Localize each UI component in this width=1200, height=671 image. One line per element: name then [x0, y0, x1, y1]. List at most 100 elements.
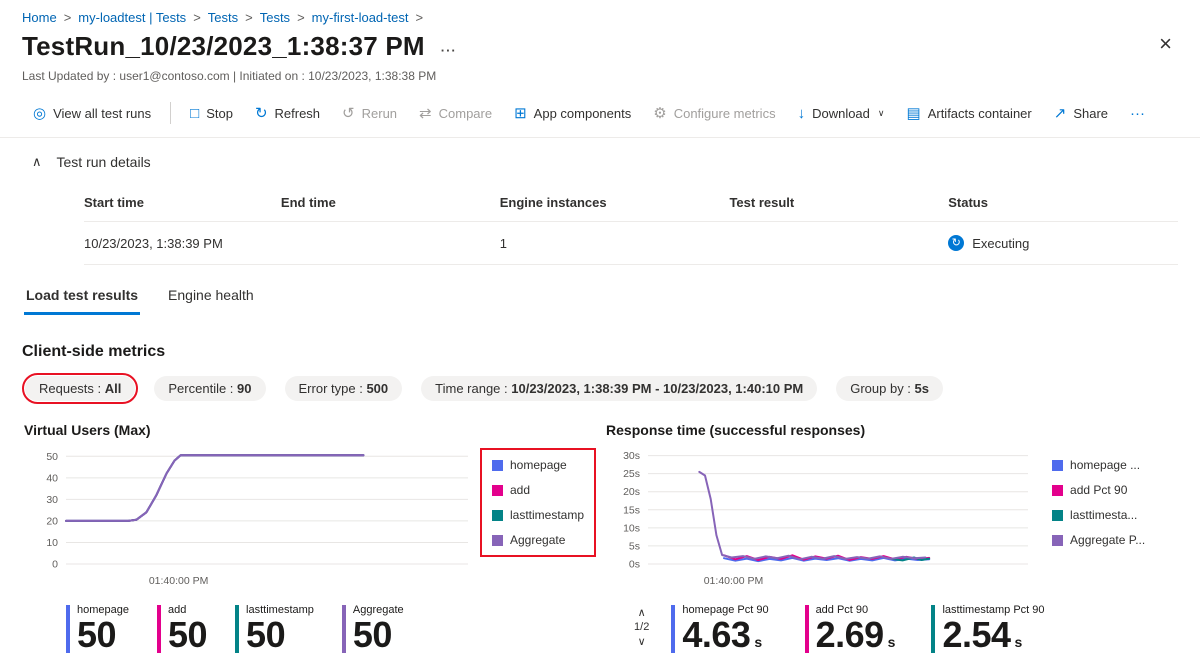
legend-swatch-icon: [492, 484, 503, 496]
stat-unit: s: [1014, 634, 1023, 650]
toolbar-item-label: App components: [533, 105, 632, 121]
legend-label: add Pct 90: [1070, 483, 1128, 497]
filter-pill-body: Time range : 10/23/2023, 1:38:39 PM - 10…: [421, 376, 818, 401]
svg-text:15s: 15s: [623, 504, 640, 516]
breadcrumb-item-tests[interactable]: Tests: [259, 10, 291, 25]
column-header-start-time: Start time: [84, 195, 144, 210]
toolbar-app-components-button[interactable]: ⊞ App components: [503, 100, 642, 127]
download-icon: ↓: [797, 104, 806, 122]
legend-item-add[interactable]: add: [492, 483, 584, 497]
column-header-engine-instances: Engine instances: [499, 195, 607, 210]
stat-color-bar: [157, 605, 161, 653]
pager-label: 1/2: [634, 621, 650, 634]
stat-homepage-pct-90: homepage Pct 90 4.63 s: [671, 604, 769, 655]
toolbar-refresh-button[interactable]: ↻ Refresh: [244, 100, 331, 127]
filter-pill-group-by[interactable]: Group by : 5s: [833, 373, 946, 404]
table-row[interactable]: 10/23/2023, 1:38:39 PM 1 ↻ Executing: [84, 222, 1178, 265]
breadcrumb-item-my-first-load-test[interactable]: my-first-load-test: [311, 10, 409, 25]
toolbar-item-label: View all test runs: [53, 105, 152, 121]
toolbar-view-all-test-runs-button[interactable]: ◎ View all test runs: [22, 100, 162, 127]
stat-value: 2.54 s: [942, 614, 1023, 655]
filter-value: 5s: [914, 381, 929, 396]
column-header-status: Status: [948, 195, 988, 210]
svg-text:01:40:00 PM: 01:40:00 PM: [149, 575, 209, 587]
virtual-users-chart-block: Virtual Users (Max) 0 10 20 30 40 50 01:40:00 …: [22, 422, 597, 655]
chevron-down-icon[interactable]: ∨: [637, 635, 646, 648]
filter-label: Requests :: [39, 381, 105, 396]
filter-pill-percentile[interactable]: Percentile : 90: [151, 373, 268, 404]
test-run-details-table: Start time End time Engine instances Test r…: [84, 184, 1178, 265]
stat-lasttimestamp-pct-90: lasttimestamp Pct 90 2.54 s: [931, 604, 1045, 655]
more-icon[interactable]: ···: [440, 43, 457, 58]
chevron-up-icon: ∧: [32, 154, 42, 169]
test-run-page: Home > my-loadtest | Tests > Tests > Tests > my-…: [0, 10, 1200, 654]
breadcrumb-item-my-loadtest-tests[interactable]: my-loadtest | Tests: [78, 10, 187, 25]
stat-value: 50: [352, 614, 393, 655]
stat-add-pct-90: add Pct 90 2.69 s: [804, 604, 896, 655]
filter-pill-time-range[interactable]: Time range : 10/23/2023, 1:38:39 PM - 10…: [418, 373, 820, 404]
stat-label: lasttimestamp Pct 90: [942, 604, 1045, 616]
toolbar-rerun-button[interactable]: ↺ Rerun: [331, 100, 408, 127]
toolbar-download-button[interactable]: ↓ Download ∨: [787, 100, 896, 127]
view-all-icon: ◎: [33, 104, 47, 122]
more-icon: ···: [1130, 104, 1146, 122]
filter-value: 500: [366, 381, 389, 396]
share-icon: ↗: [1053, 104, 1067, 122]
test-run-details-toggle[interactable]: ∧ Test run details: [22, 138, 1178, 174]
stat-value: 4.63 s: [682, 614, 763, 655]
legend-item-add-pct-90[interactable]: add Pct 90: [1052, 483, 1145, 497]
legend-label: homepage ...: [1070, 458, 1141, 472]
filter-pill-requests[interactable]: Requests : All: [22, 373, 139, 404]
legend-item-lasttimesta[interactable]: lasttimesta...: [1052, 508, 1145, 522]
filter-value: All: [104, 381, 122, 396]
toolbar-item-label: Configure metrics: [673, 105, 776, 121]
toolbar-configure-metrics-button[interactable]: ⚙ Configure metrics: [642, 100, 786, 127]
toolbar-artifacts-container-button[interactable]: ▤ Artifacts container: [896, 100, 1043, 127]
legend-item-lasttimestamp[interactable]: lasttimestamp: [492, 508, 584, 522]
svg-text:30: 30: [46, 494, 58, 506]
breadcrumb-item-home[interactable]: Home: [22, 10, 57, 25]
legend-swatch-icon: [492, 509, 503, 521]
stat-aggregate: Aggregate 50: [341, 604, 404, 655]
tab-load-test-results[interactable]: Load test results: [24, 281, 141, 315]
virtual-users-legend: homepage add lasttimestamp Aggregate: [480, 448, 597, 557]
legend-item-homepage[interactable]: homepage: [492, 458, 584, 472]
breadcrumb-item-tests[interactable]: Tests: [207, 10, 239, 25]
tab-engine-health[interactable]: Engine health: [168, 287, 254, 303]
last-updated-subtitle: Last Updated by : user1@contoso.com | In…: [22, 69, 437, 83]
app-components-icon: ⊞: [514, 104, 527, 122]
toolbar-item-label: Share: [1073, 105, 1109, 121]
column-header-test-result: Test result: [729, 195, 795, 210]
toolbar-divider-line: [0, 137, 1200, 138]
toolbar-more-button[interactable]: ···: [1119, 100, 1156, 127]
test-run-details-label: Test run details: [56, 154, 151, 170]
breadcrumb-separator: >: [245, 10, 253, 25]
filter-pill-error-type[interactable]: Error type : 500: [282, 373, 406, 404]
stat-value: 2.69 s: [815, 614, 896, 655]
breadcrumb-separator: >: [193, 10, 201, 25]
toolbar-share-button[interactable]: ↗ Share: [1043, 100, 1119, 127]
legend-label: homepage: [510, 458, 567, 472]
stat-unit: s: [754, 634, 763, 650]
filter-value: 10/23/2023, 1:38:39 PM - 10/23/2023, 1:4…: [511, 381, 804, 396]
legend-item-aggregate-p[interactable]: Aggregate P...: [1052, 533, 1145, 547]
stat-lasttimestamp: lasttimestamp 50: [235, 604, 314, 654]
charts-row: Virtual Users (Max) 0 10 20 30 40 50 01:40:00 …: [22, 422, 1178, 654]
toolbar-compare-button[interactable]: ⇄ Compare: [408, 100, 503, 127]
chevron-up-icon[interactable]: ∧: [637, 607, 646, 619]
stat-label: homepage Pct 90: [682, 604, 769, 616]
legend-item-aggregate[interactable]: Aggregate: [492, 533, 584, 547]
toolbar: ◎ View all test runs □ Stop ↻ Refresh ↺ Rerun ⇄ C…: [22, 93, 1178, 133]
close-icon[interactable]: ×: [1159, 31, 1172, 56]
toolbar-item-label: Artifacts container: [927, 105, 1032, 121]
legend-label: Aggregate P...: [1070, 533, 1146, 547]
stat-color-bar: [931, 605, 936, 653]
legend-item-homepage[interactable]: homepage ...: [1052, 458, 1145, 472]
refresh-icon: ↻: [254, 104, 268, 122]
cell-engine-instances: 1: [499, 235, 507, 251]
svg-text:20: 20: [46, 515, 58, 527]
artifacts-container-icon: ▤: [906, 104, 921, 122]
breadcrumb-separator: >: [415, 10, 424, 25]
svg-text:01:40:00 PM: 01:40:00 PM: [704, 575, 764, 587]
toolbar-stop-button[interactable]: □ Stop: [179, 100, 244, 127]
